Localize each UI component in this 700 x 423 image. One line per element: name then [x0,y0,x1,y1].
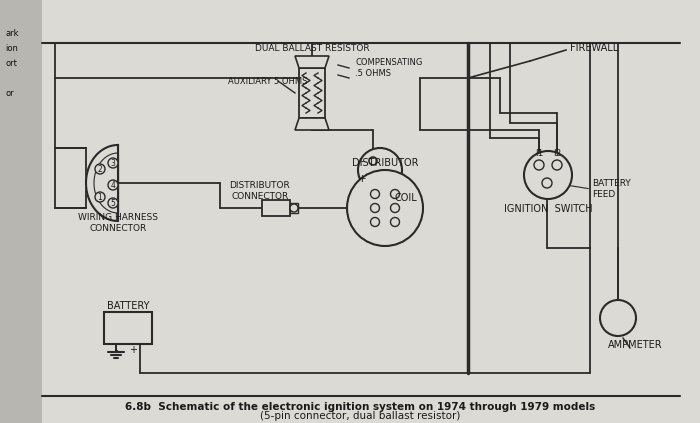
Bar [104,312,152,344]
Circle shape [534,160,544,170]
Bar [262,200,290,216]
Circle shape [552,160,562,170]
Text: DISTRIBUTOR
CONNECTOR: DISTRIBUTOR CONNECTOR [230,181,290,201]
Text: COMPENSATING
.5 OHMS: COMPENSATING .5 OHMS [355,58,422,78]
Text: FIREWALL: FIREWALL [570,43,618,53]
Polygon shape [295,118,329,130]
Text: 2: 2 [97,165,102,173]
Text: IGNITION  SWITCH: IGNITION SWITCH [504,204,592,214]
Circle shape [95,164,105,174]
Text: DUAL BALLAST RESISTOR: DUAL BALLAST RESISTOR [255,44,370,53]
Text: 5: 5 [111,198,116,208]
Circle shape [369,175,377,183]
Circle shape [370,217,379,226]
Circle shape [600,300,636,336]
Bar [290,203,298,213]
Text: DISTRIBUTOR: DISTRIBUTOR [351,158,419,168]
Circle shape [108,198,118,208]
Circle shape [542,178,552,188]
Circle shape [358,148,402,192]
Circle shape [290,204,298,212]
Circle shape [108,158,118,168]
Text: BATTERY
FEED: BATTERY FEED [592,179,631,199]
Text: WIRING HARNESS
CONNECTOR: WIRING HARNESS CONNECTOR [78,213,158,233]
Text: ion: ion [5,44,18,52]
Circle shape [391,190,400,198]
Circle shape [391,217,400,226]
Circle shape [524,151,572,199]
Text: 6.8b  Schematic of the electronic ignition system on 1974 through 1979 models: 6.8b Schematic of the electronic ignitio… [125,402,595,412]
Text: COIL: COIL [395,193,417,203]
Bar [299,68,325,118]
Circle shape [108,180,118,190]
Text: 3: 3 [111,159,116,168]
Text: 4: 4 [111,181,116,190]
Circle shape [347,170,423,246]
Circle shape [370,203,379,212]
Polygon shape [295,56,329,68]
Text: -: - [114,345,118,355]
Text: (5-pin connector, dual ballast resistor): (5-pin connector, dual ballast resistor) [260,411,460,421]
Text: or: or [5,88,13,97]
Text: ark: ark [5,28,18,38]
Text: BATTERY: BATTERY [106,301,149,311]
Text: AMPMETER: AMPMETER [608,340,663,350]
Circle shape [370,190,379,198]
Text: +: + [129,345,137,355]
Circle shape [369,157,377,165]
Bar [0,0,42,423]
Circle shape [95,192,105,202]
Text: +: + [358,174,366,184]
Polygon shape [86,145,118,221]
Circle shape [391,203,400,212]
Text: I1: I1 [535,148,543,157]
Text: I2: I2 [553,148,561,157]
Text: ort: ort [5,58,17,68]
Text: AUXILIARY 5 OHMS: AUXILIARY 5 OHMS [228,77,307,85]
Text: -: - [360,156,364,166]
Text: 1: 1 [97,192,102,201]
